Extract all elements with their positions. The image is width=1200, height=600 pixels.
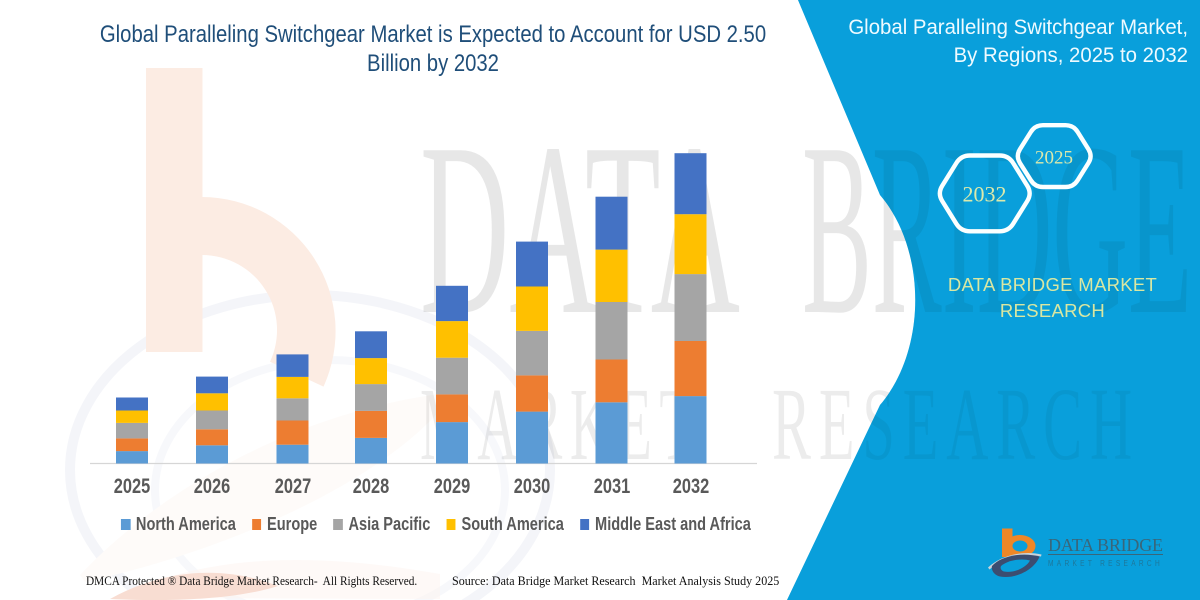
- svg-text:MARKET RESEARCH: MARKET RESEARCH: [1048, 559, 1163, 568]
- svg-text:DATA BRIDGE: DATA BRIDGE: [1048, 535, 1163, 555]
- svg-text:RESEARCH: RESEARCH: [772, 367, 1140, 482]
- svg-text:2032: 2032: [963, 182, 1007, 207]
- svg-text:2025: 2025: [1035, 148, 1073, 169]
